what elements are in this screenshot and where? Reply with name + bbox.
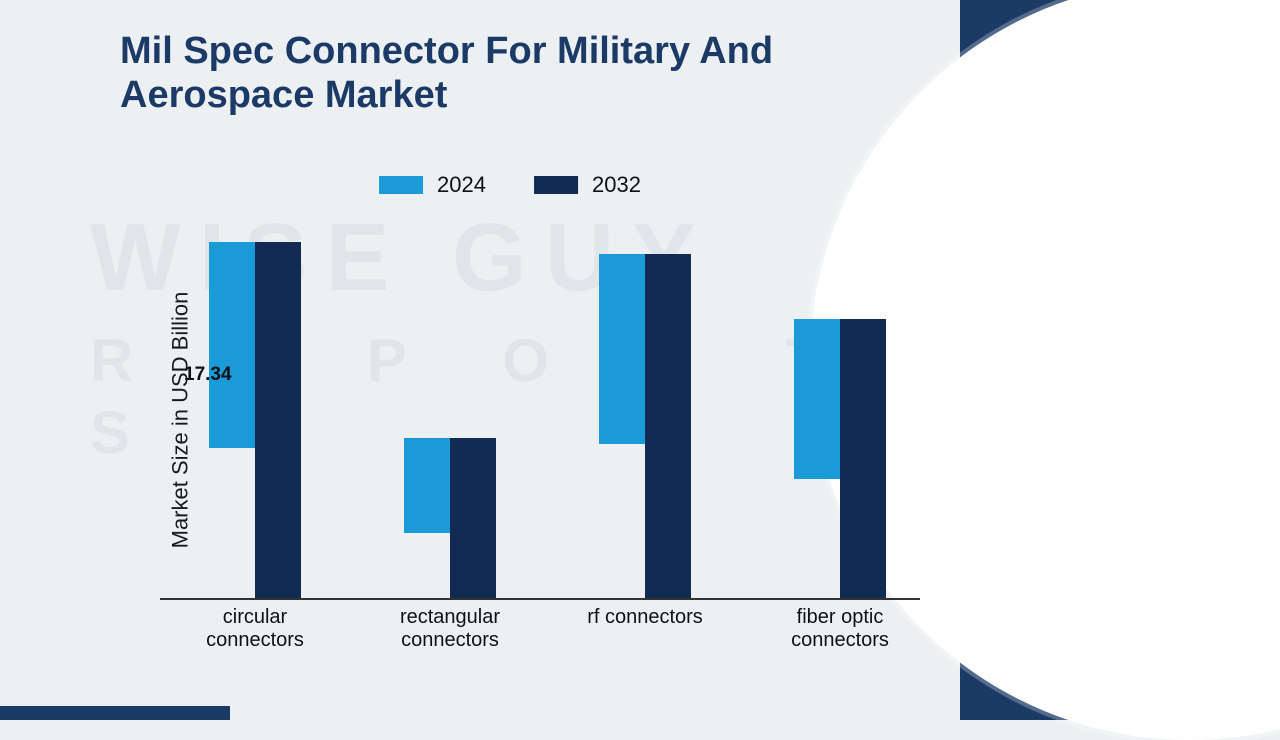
plot-area: 17.34circular connectors rectangular conn…: [160, 220, 920, 600]
category-label: rectangular connectors: [375, 606, 525, 652]
category-label: rf connectors: [570, 606, 720, 629]
legend-label-2024: 2024: [437, 172, 486, 198]
chart-title: Mil Spec Connector For Military And Aero…: [120, 30, 840, 117]
brand-logo: WISE GUY R E P O R T S: [998, 40, 1244, 94]
legend-label-2032: 2032: [592, 172, 641, 198]
bar-group: fiber optic connectors: [775, 319, 905, 598]
bar-2024: [404, 438, 450, 533]
bar-group: rectangular connectors: [385, 438, 515, 598]
legend-item-2032: 2032: [534, 172, 641, 198]
logo-dots-icon: [1180, 34, 1250, 124]
bar-2024: [794, 319, 840, 479]
bottom-accent-bar: [0, 706, 230, 720]
chart-area: Market Size in USD Billion 2024 2032 17.…: [100, 200, 920, 640]
bar-2024: [209, 242, 255, 448]
bar-group: 17.34circular connectors: [190, 242, 320, 598]
bar-2032: [255, 242, 301, 598]
bar-2024: [599, 254, 645, 444]
category-label: fiber optic connectors: [765, 606, 915, 652]
bar-2032: [840, 319, 886, 598]
bar-value-label: 17.34: [184, 364, 232, 386]
category-label: circular connectors: [180, 606, 330, 652]
bar-2032: [645, 254, 691, 598]
legend: 2024 2032: [379, 172, 641, 198]
bar-group: rf connectors: [580, 254, 710, 598]
bar-2032: [450, 438, 496, 598]
legend-item-2024: 2024: [379, 172, 486, 198]
legend-swatch-2032: [534, 176, 578, 194]
legend-swatch-2024: [379, 176, 423, 194]
